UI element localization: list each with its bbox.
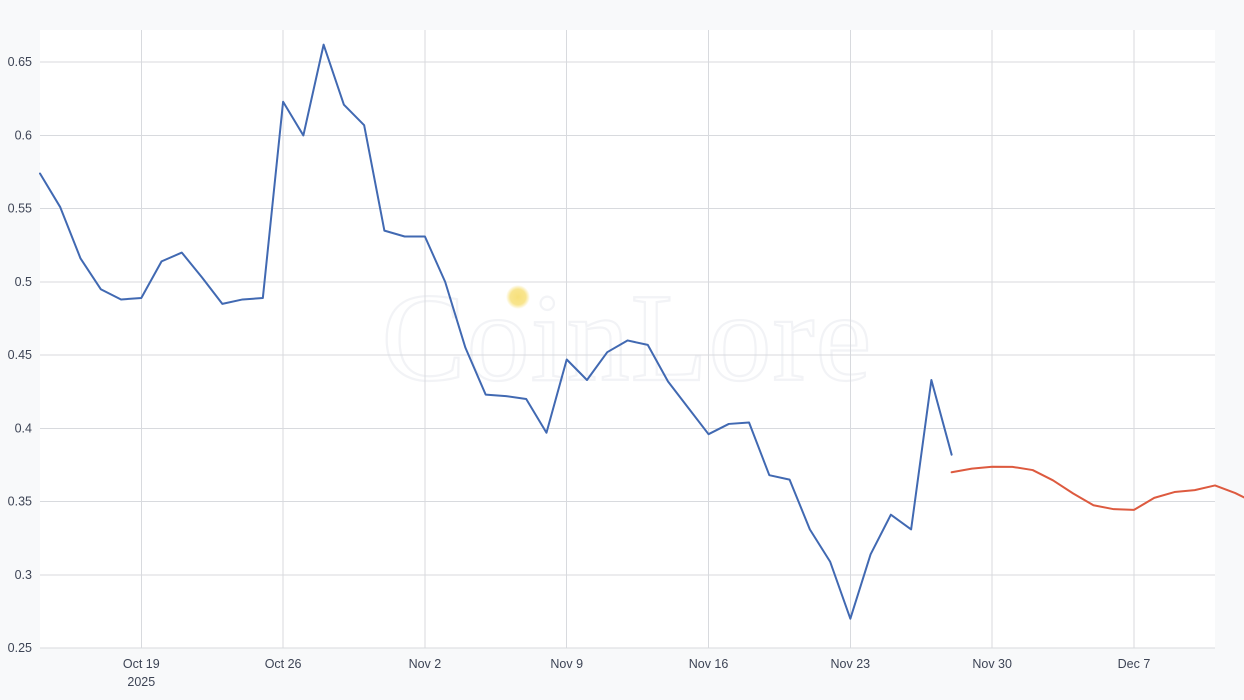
x-tick-label: Oct 26 (265, 657, 302, 671)
y-tick-label: 0.45 (8, 348, 32, 362)
watermark-label: CoinLore (382, 269, 873, 408)
series-line-price-history (39, 43, 953, 620)
annotation-layer (506, 285, 530, 309)
x-axis-tick-labels: Oct 19 2025 Oct 26 Nov 2 Nov 9 Nov 16 Nov 23 No… (123, 657, 1150, 689)
y-tick-label: 0.3 (15, 568, 32, 582)
x-tick-label: Nov 2 (409, 657, 442, 671)
x-tick-label: Nov 16 (689, 657, 729, 671)
y-tick-label: 0.6 (15, 128, 32, 142)
coinlore-watermark: CoinLore (380, 268, 873, 409)
y-tick-label: 0.35 (8, 495, 32, 509)
x-gridlines (140, 30, 1135, 648)
data-series-layer (39, 43, 1244, 620)
x-axis-year-label: 2025 (127, 675, 155, 689)
x-tick-label: Nov 30 (972, 657, 1012, 671)
y-tick-label: 0.25 (8, 641, 32, 655)
y-axis-tick-labels: 0.25 0.3 0.35 0.4 0.45 0.5 0.55 0.6 0.65 (8, 55, 32, 655)
y-tick-label: 0.55 (8, 202, 32, 216)
x-tick-label: Oct 19 (123, 657, 160, 671)
plot-area-background (40, 30, 1215, 648)
series-line-price-forecast (950, 465, 1244, 511)
y-tick-label: 0.4 (15, 421, 32, 435)
x-tick-label: Dec 7 (1118, 657, 1151, 671)
highlight-dot (506, 285, 530, 309)
x-tick-label: Nov 23 (831, 657, 871, 671)
y-tick-label: 0.65 (8, 55, 32, 69)
y-gridlines (40, 61, 1215, 649)
y-tick-label: 0.5 (15, 275, 32, 289)
x-tick-label: Nov 9 (550, 657, 583, 671)
